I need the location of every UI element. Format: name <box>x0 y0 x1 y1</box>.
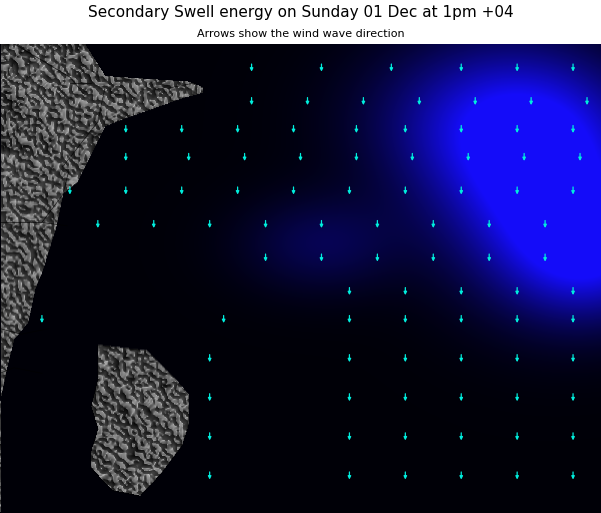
Text: Secondary Swell energy on Sunday 01 Dec at 1pm +04: Secondary Swell energy on Sunday 01 Dec … <box>88 5 513 19</box>
Text: Arrows show the wind wave direction: Arrows show the wind wave direction <box>197 29 404 39</box>
